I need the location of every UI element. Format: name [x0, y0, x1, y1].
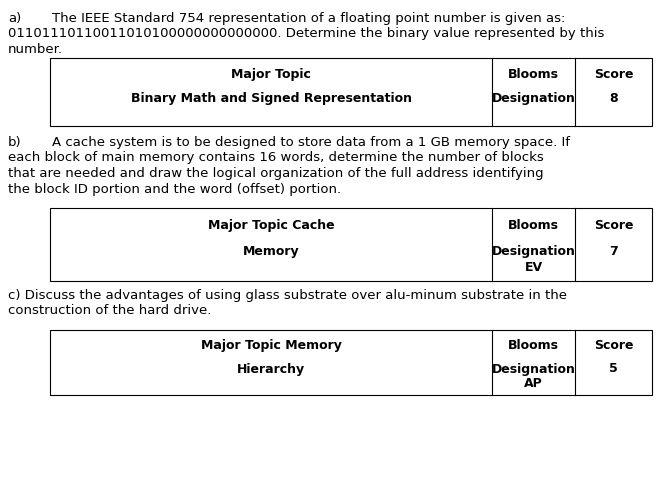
Text: c) Discuss the advantages of using glass substrate over alu­minum substrate in t: c) Discuss the advantages of using glass… [8, 289, 567, 302]
Text: Major Topic: Major Topic [231, 68, 311, 81]
Text: Major Topic Cache: Major Topic Cache [208, 219, 334, 232]
Text: The IEEE Standard 754 representation of a floating point number is given as:: The IEEE Standard 754 representation of … [52, 12, 565, 25]
Text: 5: 5 [609, 362, 618, 375]
Bar [50, 58, 652, 126]
Text: that are needed and draw the logical organization of the full address identifyin: that are needed and draw the logical org… [8, 167, 543, 180]
Text: Major Topic Memory: Major Topic Memory [201, 339, 342, 352]
Text: Binary Math and Signed Representation: Binary Math and Signed Representation [131, 92, 412, 105]
Text: 01101110110011010100000000000000. Determine the binary value represented by this: 01101110110011010100000000000000. Determ… [8, 27, 604, 40]
Text: Hierarchy: Hierarchy [237, 362, 305, 375]
Text: Blooms: Blooms [508, 219, 559, 232]
Text: Blooms: Blooms [508, 339, 559, 352]
Text: a): a) [8, 12, 21, 25]
Text: Designation: Designation [492, 92, 576, 105]
Text: 7: 7 [609, 245, 618, 258]
Text: 8: 8 [609, 92, 618, 105]
Text: Score: Score [594, 219, 633, 232]
Text: the block ID portion and the word (offset) portion.: the block ID portion and the word (offse… [8, 183, 341, 196]
Text: Score: Score [594, 339, 633, 352]
Bar [50, 330, 652, 395]
Text: AP: AP [524, 377, 543, 390]
Text: A cache system is to be designed to store data from a 1 GB memory space. If: A cache system is to be designed to stor… [52, 136, 570, 149]
Text: construction of the hard drive.: construction of the hard drive. [8, 305, 211, 318]
Text: EV: EV [525, 261, 543, 274]
Text: Blooms: Blooms [508, 68, 559, 81]
Text: b): b) [8, 136, 22, 149]
Text: Designation: Designation [492, 245, 576, 258]
Text: Memory: Memory [243, 245, 299, 258]
Text: each block of main memory contains 16 words, determine the number of blocks: each block of main memory contains 16 wo… [8, 151, 544, 164]
Text: number.: number. [8, 43, 63, 56]
Bar [50, 208, 652, 281]
Text: Designation: Designation [492, 362, 576, 375]
Text: Score: Score [594, 68, 633, 81]
